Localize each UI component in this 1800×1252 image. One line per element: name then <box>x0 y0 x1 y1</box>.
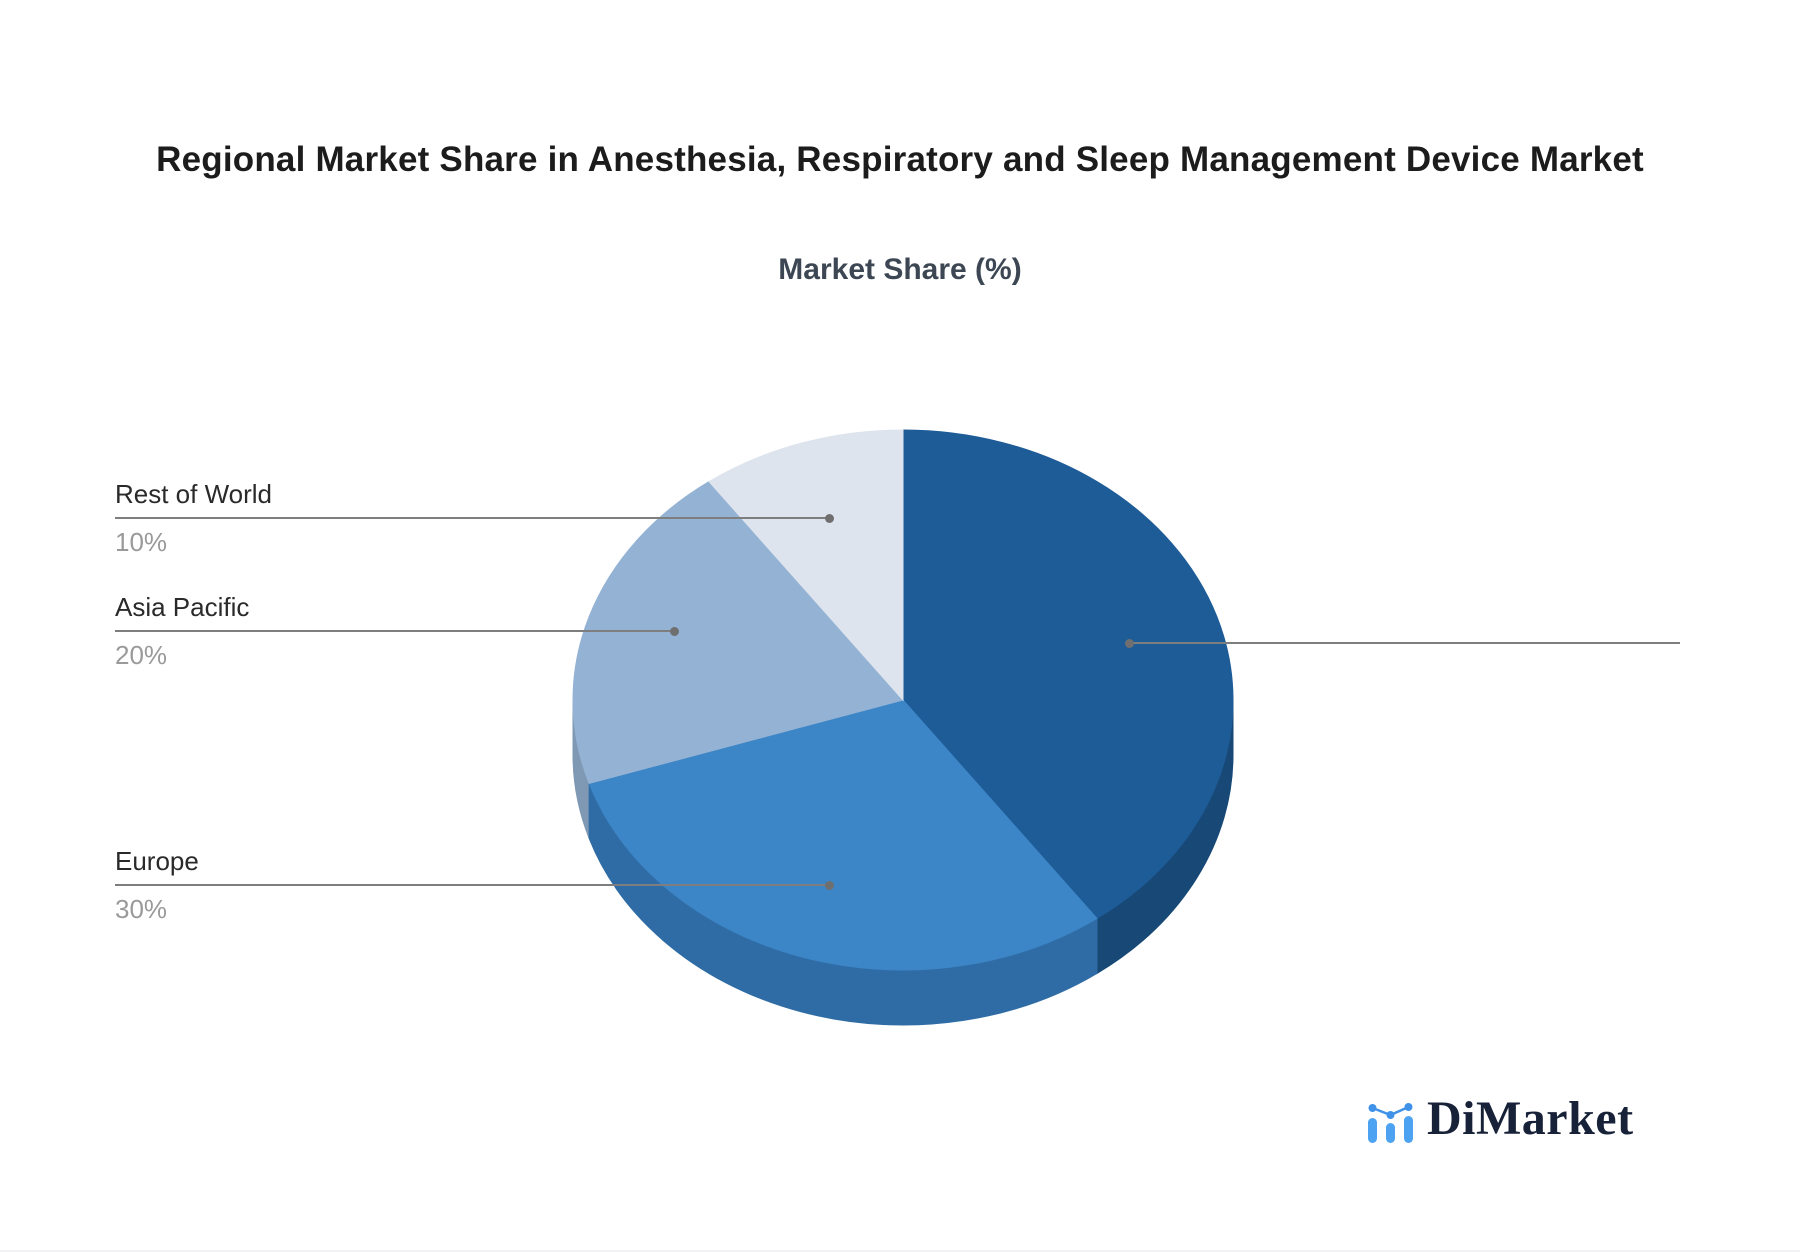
leader-line <box>115 626 679 636</box>
leader-dot <box>825 880 834 890</box>
pie-slice-rest-of-world[interactable] <box>708 429 904 702</box>
chart-title: Regional Market Share in Anesthesia, Res… <box>156 140 1644 179</box>
slice-value: 10% <box>115 527 168 557</box>
pie-slice-asia-pacific[interactable] <box>572 480 904 785</box>
leader-dot <box>670 626 679 636</box>
slice-value: 30% <box>115 894 168 924</box>
slice-value: 20% <box>115 640 168 670</box>
pie-slice-europe[interactable] <box>588 699 1098 971</box>
brand-logo: DiMarket <box>1365 1093 1634 1145</box>
leader-dot <box>1125 638 1134 648</box>
bar-line-chart-icon <box>1368 1103 1413 1143</box>
slice-label: Asia Pacific <box>115 592 250 622</box>
leader-line <box>115 880 834 890</box>
leader-line <box>115 513 834 523</box>
brand-name: DiMarket <box>1427 1092 1634 1145</box>
pie-slice-north-america[interactable] <box>902 429 1234 920</box>
leader-line <box>1125 638 1680 648</box>
leader-dot <box>825 513 834 523</box>
chart-subtitle: Market Share (%) <box>778 253 1022 286</box>
slice-label: Rest of World <box>115 479 273 509</box>
slice-label: Europe <box>115 846 199 876</box>
